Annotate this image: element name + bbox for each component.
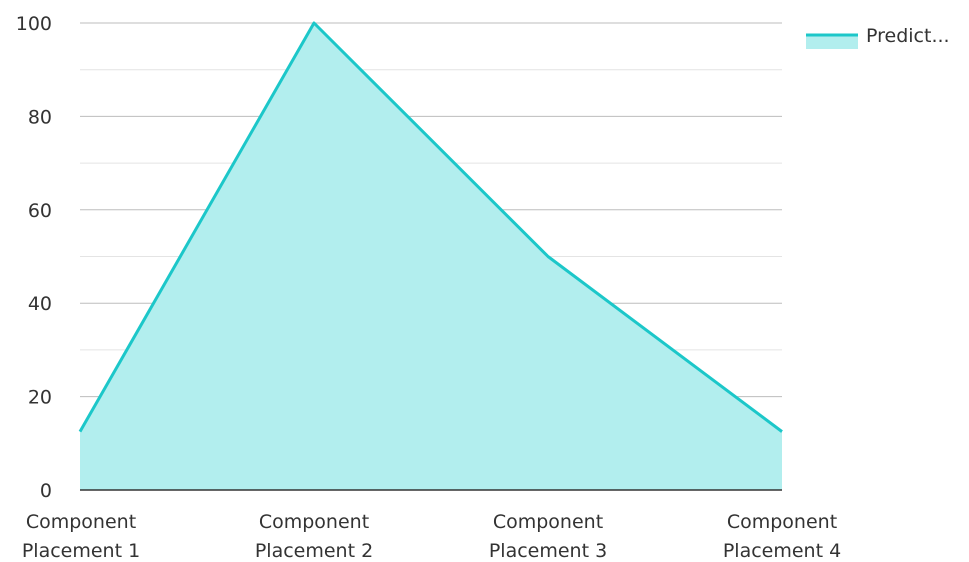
y-tick-label: 40 — [28, 293, 52, 315]
y-tick-label: 20 — [28, 387, 52, 409]
legend[interactable]: Predict... — [806, 25, 950, 49]
legend-label: Predict... — [866, 25, 950, 47]
x-tick-label: Component Placement 4 — [723, 511, 841, 562]
y-tick-label: 0 — [40, 480, 52, 502]
series-fill — [80, 23, 782, 490]
x-tick-label: Component Placement 3 — [489, 511, 607, 562]
y-tick-label: 80 — [28, 106, 52, 128]
series-area — [78, 21, 783, 490]
y-tick-label: 100 — [16, 13, 52, 35]
legend-swatch-fill — [806, 35, 858, 49]
y-tick-label: 60 — [28, 200, 52, 222]
y-axis: 0 20 40 60 80 100 — [16, 13, 52, 502]
x-axis: Component Placement 1 Component Placement 2… — [22, 489, 841, 562]
series-line — [78, 21, 783, 433]
x-tick-label: Component Placement 2 — [255, 511, 373, 562]
x-tick-label: Component Placement 1 — [22, 511, 140, 562]
